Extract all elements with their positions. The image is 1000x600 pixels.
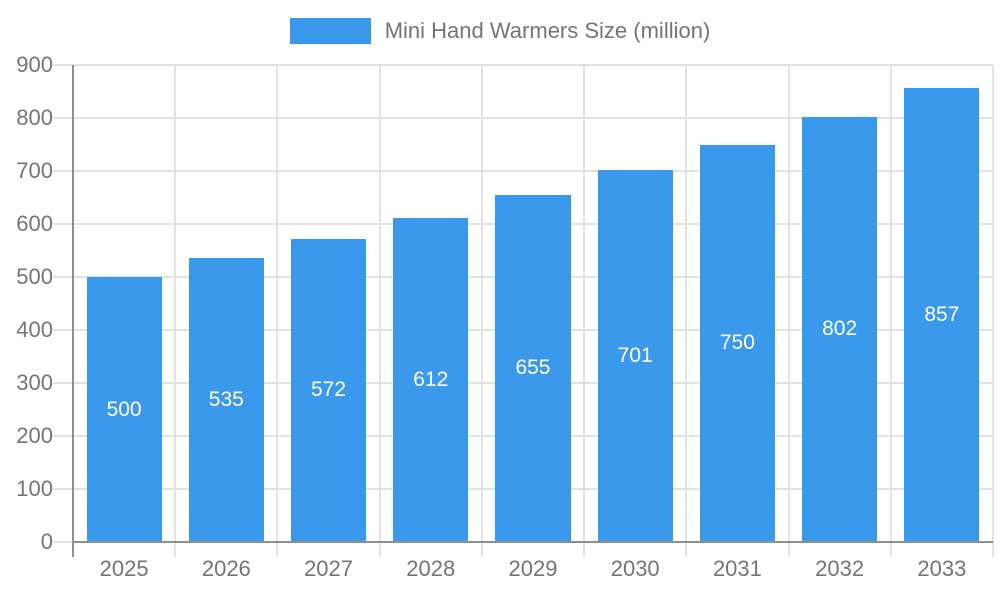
v-gridline: [174, 65, 177, 557]
y-axis-tick-label: 700: [16, 158, 53, 183]
bar-category-cell: 701: [584, 65, 686, 542]
bar-value-label: 572: [311, 378, 347, 402]
bar-category-cell: 500: [73, 65, 175, 542]
bar-category-cell: 612: [380, 65, 482, 542]
bar[interactable]: 612: [393, 217, 469, 542]
y-axis-tick-label: 100: [16, 476, 53, 501]
bar-category-cell: 750: [686, 65, 788, 542]
bar[interactable]: 802: [802, 116, 878, 542]
y-axis-tick-label: 0: [40, 529, 53, 554]
bar-category-cell: 655: [482, 65, 584, 542]
bar[interactable]: 701: [597, 170, 673, 542]
y-axis-tick-label: 800: [16, 105, 53, 130]
bar-value-label: 750: [719, 331, 755, 355]
bar-category-cell: 572: [277, 65, 379, 542]
x-axis-tick-label: 2029: [508, 556, 558, 581]
bar-value-label: 535: [208, 388, 244, 412]
v-gridline: [992, 65, 994, 557]
bar[interactable]: 655: [495, 194, 571, 542]
bar-category-cell: 802: [789, 65, 891, 542]
v-gridline: [378, 65, 381, 557]
v-gridline: [583, 65, 586, 557]
y-axis-tick-label: 200: [16, 423, 53, 448]
h-gridline: [53, 170, 993, 172]
x-axis-tick-label: 2026: [201, 556, 251, 581]
x-axis-tick-label: 2031: [712, 556, 762, 581]
x-axis-line: [72, 541, 993, 543]
bar-value-label: 500: [106, 397, 142, 421]
h-gridline: [53, 64, 993, 66]
bar[interactable]: 857: [904, 87, 980, 542]
y-axis-tick-label: 500: [16, 264, 53, 289]
bar-value-label: 857: [924, 302, 960, 326]
y-axis-tick-label: 400: [16, 317, 53, 342]
y-axis-tick-label: 600: [16, 211, 53, 236]
x-axis-tick-label: 2027: [304, 556, 354, 581]
bar-value-label: 655: [515, 356, 551, 380]
y-axis-tick-label: 900: [16, 52, 53, 77]
h-gridline: [53, 117, 993, 119]
legend-swatch: [289, 18, 371, 44]
x-axis-tick-label: 2030: [610, 556, 660, 581]
bar[interactable]: 500: [86, 277, 162, 542]
v-gridline: [889, 65, 892, 557]
v-gridline: [480, 65, 483, 557]
bar-value-label: 612: [413, 367, 449, 391]
bar[interactable]: 750: [699, 144, 775, 542]
plot-area: 500 535 572 612 655 701 750 802 857: [53, 64, 994, 557]
x-axis-tick-labels: 2025 2026 2027 2028 2029 2030 2031 2032 2033: [73, 556, 993, 582]
bar-value-label: 802: [822, 317, 858, 341]
y-axis-line: [72, 65, 74, 557]
bar[interactable]: 572: [290, 238, 367, 542]
y-axis-tick-label: 300: [16, 370, 53, 395]
bar[interactable]: 535: [188, 258, 264, 542]
legend-label: Mini Hand Warmers Size (million): [384, 18, 711, 43]
bar-category-cell: 535: [175, 65, 277, 542]
x-axis-tick-label: 2028: [406, 556, 456, 581]
bar-value-label: 701: [617, 344, 653, 368]
v-gridline: [787, 65, 790, 557]
bar-category-cell: 857: [891, 65, 993, 542]
v-gridline: [276, 65, 279, 557]
y-axis-tick-labels: 0 100 200 300 400 500 600 700 800 900: [0, 0, 53, 600]
x-axis-tick-label: 2025: [99, 556, 149, 581]
x-axis-tick-label: 2033: [917, 556, 967, 581]
bars-container: 500 535 572 612 655 701 750 802 857: [73, 65, 993, 542]
legend[interactable]: Mini Hand Warmers Size (million): [0, 14, 1000, 48]
v-gridline: [685, 65, 688, 557]
x-axis-tick-label: 2032: [815, 556, 865, 581]
